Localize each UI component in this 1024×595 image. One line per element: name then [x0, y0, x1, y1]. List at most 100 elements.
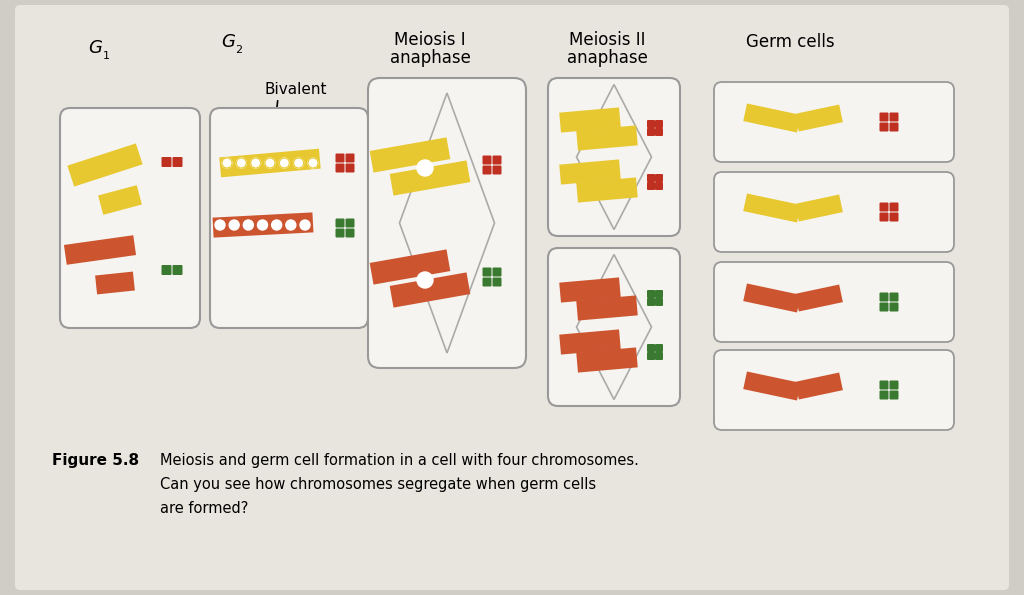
- FancyBboxPatch shape: [714, 82, 954, 162]
- Circle shape: [300, 220, 310, 230]
- Circle shape: [417, 160, 433, 176]
- Text: are formed?: are formed?: [160, 501, 249, 516]
- FancyBboxPatch shape: [493, 268, 502, 277]
- Polygon shape: [577, 126, 638, 151]
- Text: G: G: [221, 33, 234, 51]
- Text: anaphase: anaphase: [389, 49, 470, 67]
- FancyBboxPatch shape: [880, 293, 889, 302]
- Text: G: G: [88, 39, 102, 57]
- FancyBboxPatch shape: [345, 164, 354, 173]
- Polygon shape: [795, 284, 843, 311]
- FancyBboxPatch shape: [880, 212, 889, 221]
- Polygon shape: [219, 149, 321, 177]
- Polygon shape: [370, 137, 451, 173]
- FancyBboxPatch shape: [482, 268, 492, 277]
- FancyBboxPatch shape: [647, 344, 655, 352]
- FancyBboxPatch shape: [714, 262, 954, 342]
- Text: Meiosis II: Meiosis II: [568, 31, 645, 49]
- Circle shape: [257, 220, 267, 230]
- Circle shape: [280, 158, 290, 168]
- Text: anaphase: anaphase: [566, 49, 647, 67]
- FancyBboxPatch shape: [647, 120, 655, 128]
- Polygon shape: [743, 283, 801, 312]
- FancyBboxPatch shape: [655, 290, 663, 298]
- FancyBboxPatch shape: [647, 290, 655, 298]
- Polygon shape: [559, 159, 621, 184]
- FancyBboxPatch shape: [548, 78, 680, 236]
- FancyBboxPatch shape: [60, 108, 200, 328]
- FancyBboxPatch shape: [880, 302, 889, 312]
- Polygon shape: [743, 371, 801, 400]
- FancyBboxPatch shape: [655, 120, 663, 128]
- FancyBboxPatch shape: [368, 78, 526, 368]
- FancyBboxPatch shape: [493, 277, 502, 287]
- FancyBboxPatch shape: [548, 248, 680, 406]
- Polygon shape: [795, 372, 843, 399]
- Circle shape: [215, 220, 225, 230]
- Polygon shape: [98, 185, 142, 215]
- Polygon shape: [559, 277, 621, 303]
- Polygon shape: [743, 104, 801, 133]
- Circle shape: [251, 158, 261, 168]
- FancyBboxPatch shape: [890, 380, 898, 390]
- FancyBboxPatch shape: [345, 218, 354, 227]
- FancyBboxPatch shape: [482, 277, 492, 287]
- Text: Meiosis and germ cell formation in a cell with four chromosomes.: Meiosis and germ cell formation in a cel…: [160, 453, 639, 468]
- FancyBboxPatch shape: [880, 380, 889, 390]
- FancyBboxPatch shape: [714, 172, 954, 252]
- Circle shape: [265, 158, 275, 168]
- Polygon shape: [577, 347, 638, 372]
- Circle shape: [244, 220, 253, 230]
- FancyBboxPatch shape: [336, 154, 344, 162]
- Polygon shape: [743, 193, 801, 223]
- FancyBboxPatch shape: [890, 302, 898, 312]
- Circle shape: [237, 158, 247, 168]
- Text: Meiosis I: Meiosis I: [394, 31, 466, 49]
- Circle shape: [308, 158, 318, 168]
- FancyBboxPatch shape: [336, 164, 344, 173]
- Polygon shape: [390, 161, 470, 196]
- FancyBboxPatch shape: [172, 265, 182, 275]
- Polygon shape: [559, 108, 621, 133]
- FancyBboxPatch shape: [880, 123, 889, 131]
- FancyBboxPatch shape: [482, 155, 492, 164]
- FancyBboxPatch shape: [172, 157, 182, 167]
- FancyBboxPatch shape: [647, 352, 655, 360]
- FancyBboxPatch shape: [493, 155, 502, 164]
- FancyBboxPatch shape: [647, 182, 655, 190]
- Polygon shape: [795, 105, 843, 131]
- FancyBboxPatch shape: [890, 202, 898, 211]
- FancyBboxPatch shape: [15, 5, 1009, 590]
- FancyBboxPatch shape: [647, 298, 655, 306]
- FancyBboxPatch shape: [880, 390, 889, 399]
- FancyBboxPatch shape: [482, 165, 492, 174]
- Text: Germ cells: Germ cells: [745, 33, 835, 51]
- Text: Figure 5.8: Figure 5.8: [52, 453, 139, 468]
- Polygon shape: [95, 271, 135, 295]
- FancyBboxPatch shape: [890, 123, 898, 131]
- FancyBboxPatch shape: [655, 352, 663, 360]
- Polygon shape: [390, 273, 470, 308]
- FancyBboxPatch shape: [890, 293, 898, 302]
- Polygon shape: [68, 143, 142, 187]
- FancyBboxPatch shape: [880, 202, 889, 211]
- Polygon shape: [795, 195, 843, 221]
- FancyBboxPatch shape: [345, 228, 354, 237]
- FancyBboxPatch shape: [890, 390, 898, 399]
- Circle shape: [271, 220, 282, 230]
- FancyBboxPatch shape: [890, 212, 898, 221]
- Text: Bivalent: Bivalent: [265, 83, 328, 98]
- Polygon shape: [577, 296, 638, 321]
- FancyBboxPatch shape: [162, 265, 171, 275]
- Polygon shape: [577, 177, 638, 202]
- FancyBboxPatch shape: [493, 165, 502, 174]
- Text: 2: 2: [236, 45, 243, 55]
- Polygon shape: [559, 330, 621, 355]
- FancyBboxPatch shape: [890, 112, 898, 121]
- FancyBboxPatch shape: [655, 298, 663, 306]
- FancyBboxPatch shape: [655, 174, 663, 182]
- Circle shape: [294, 158, 304, 168]
- FancyBboxPatch shape: [880, 112, 889, 121]
- Text: 1: 1: [102, 51, 110, 61]
- Circle shape: [286, 220, 296, 230]
